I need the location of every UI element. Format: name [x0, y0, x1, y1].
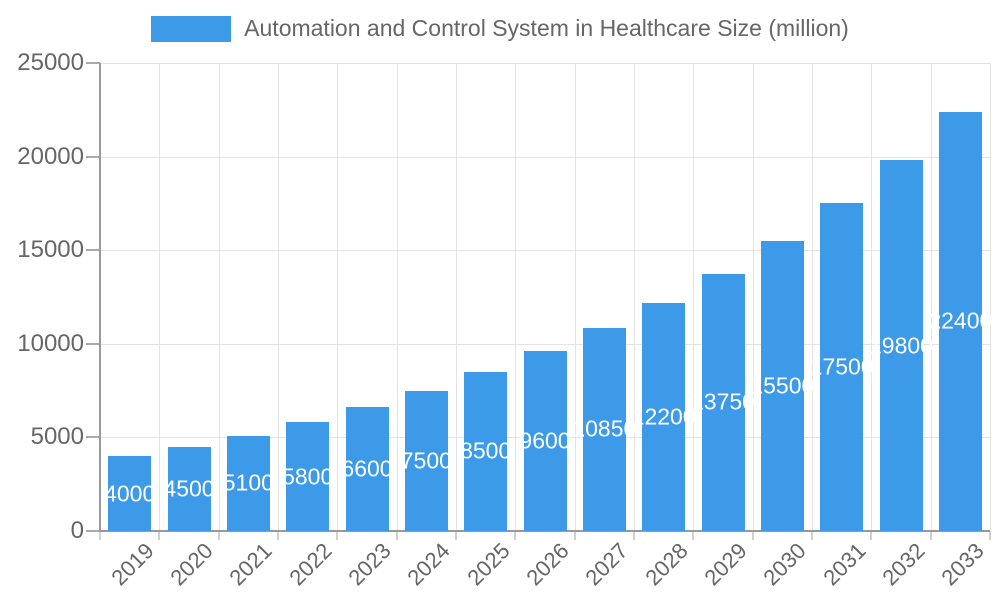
vertical-gridline [396, 63, 398, 531]
bar-2027[interactable] [582, 327, 626, 531]
x-axis-tick [573, 531, 576, 540]
x-axis-category-label: 2032 [877, 538, 930, 591]
x-axis-line [99, 530, 990, 532]
x-axis-category-label: 2033 [936, 538, 990, 591]
y-axis-tick-label: 15000 [17, 236, 84, 264]
x-axis-category-label: 2030 [758, 538, 812, 591]
y-axis-tick [86, 155, 100, 158]
y-axis-tick-label: 20000 [17, 142, 84, 170]
vertical-gridline [456, 63, 457, 531]
bar-2028[interactable] [642, 302, 686, 531]
vertical-gridline [337, 63, 339, 531]
x-axis-category-label: 2020 [165, 538, 218, 591]
x-axis-tick [989, 531, 991, 540]
x-axis-tick [99, 531, 101, 540]
x-axis-tick [751, 531, 754, 540]
x-axis-category-label: 2028 [640, 538, 693, 591]
x-axis-tick [514, 531, 517, 540]
x-axis-category-label: 2025 [462, 538, 515, 591]
bar-2025[interactable] [464, 371, 508, 531]
x-axis-category-label: 2029 [699, 538, 752, 591]
vertical-gridline [871, 63, 873, 531]
x-axis-tick [929, 531, 932, 540]
x-axis-tick [158, 531, 161, 540]
bar-2030[interactable] [760, 240, 804, 531]
vertical-gridline [574, 63, 576, 531]
x-axis-tick [336, 531, 339, 540]
vertical-gridline [159, 63, 161, 531]
bar-2020[interactable] [167, 446, 211, 531]
bar-2021[interactable] [226, 435, 270, 531]
vertical-gridline [812, 63, 813, 531]
horizontal-gridline [100, 343, 990, 345]
legend-swatch [151, 15, 232, 42]
y-axis-tick-label: 5000 [30, 423, 84, 451]
horizontal-gridline [100, 250, 990, 252]
vertical-gridline [990, 63, 991, 531]
bar-2019[interactable] [108, 456, 152, 531]
x-axis-category-label: 2022 [284, 538, 337, 591]
y-axis-tick [86, 530, 100, 532]
x-axis-tick [692, 531, 695, 540]
bar-2023[interactable] [345, 407, 389, 531]
bar-2024[interactable] [404, 390, 448, 531]
x-axis-tick [811, 531, 813, 540]
x-axis-tick [870, 531, 873, 540]
horizontal-gridline [100, 63, 990, 64]
vertical-gridline [930, 63, 932, 531]
bar-2031[interactable] [820, 203, 864, 531]
x-axis-tick [277, 531, 279, 540]
x-axis-category-label: 2031 [818, 538, 871, 591]
chart-legend[interactable]: Automation and Control System in Healthc… [0, 15, 1000, 42]
y-axis-tick-label: 25000 [17, 49, 84, 76]
bar-2029[interactable] [701, 273, 745, 531]
x-axis-category-label: 2019 [106, 538, 159, 591]
vertical-gridline [693, 63, 695, 531]
vertical-gridline [278, 63, 279, 531]
y-axis-tick [86, 436, 100, 439]
horizontal-gridline [100, 156, 990, 158]
y-axis-tick [86, 62, 100, 64]
vertical-gridline [634, 63, 635, 531]
x-axis-tick [455, 531, 457, 540]
x-axis-tick [395, 531, 398, 540]
legend-label: Automation and Control System in Healthc… [244, 15, 849, 41]
bar-2033[interactable] [938, 111, 982, 531]
bar-2032[interactable] [879, 160, 923, 531]
vertical-gridline [218, 63, 220, 531]
y-axis-tick-label: 10000 [17, 329, 84, 357]
y-axis-tick-label: 0 [70, 517, 84, 544]
x-axis-category-label: 2024 [402, 538, 456, 591]
x-axis-category-label: 2021 [224, 538, 278, 591]
bar-2022[interactable] [286, 422, 330, 531]
vertical-gridline [752, 63, 754, 531]
x-axis-category-label: 2023 [343, 538, 396, 591]
y-axis-tick [86, 249, 100, 252]
bar-2026[interactable] [523, 351, 567, 531]
y-axis-tick [86, 342, 100, 345]
x-axis-category-label: 2026 [521, 538, 574, 591]
vertical-gridline [515, 63, 517, 531]
x-axis-tick [217, 531, 220, 540]
y-axis-line [99, 63, 101, 532]
x-axis-category-label: 2027 [580, 538, 634, 591]
x-axis-tick [633, 531, 635, 540]
